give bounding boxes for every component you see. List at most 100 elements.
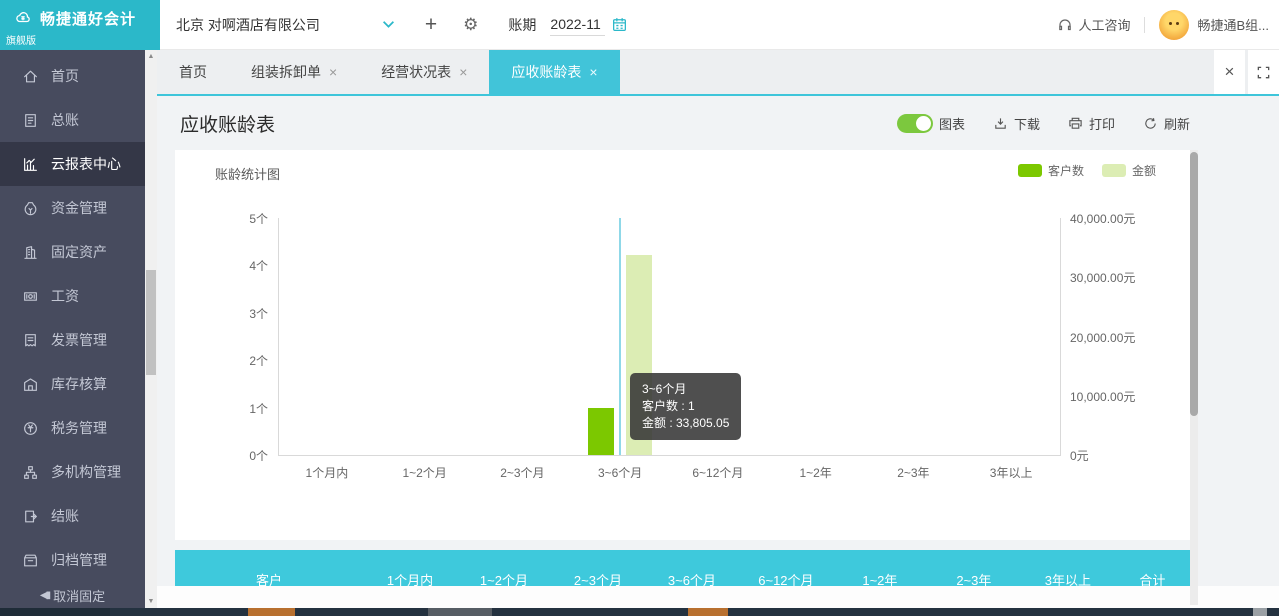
tab-bar: 首页 组装拆卸单 × 经营状况表 × 应收账龄表 × × [157, 50, 1279, 96]
add-button[interactable]: + [424, 13, 438, 36]
x-axis-tick: 1~2年 [799, 466, 832, 480]
table-header-cell: 3年以上 [1044, 573, 1091, 586]
sidebar-item-archive[interactable]: 归档管理 [0, 538, 145, 582]
sidebar-item-fixed-assets[interactable]: 固定资产 [0, 230, 145, 274]
print-button[interactable]: 打印 [1068, 114, 1115, 133]
taskbar-sliver [0, 608, 1279, 616]
taskbar-segment [428, 608, 492, 616]
toggle-switch[interactable] [896, 113, 933, 133]
calendar-icon[interactable] [611, 16, 628, 33]
main-scroll-thumb[interactable] [1190, 152, 1198, 416]
legend-label: 客户数 [1047, 164, 1084, 178]
sidebar-item-invoices[interactable]: 发票管理 [0, 318, 145, 362]
y-axis-right-tick: 30,000.00元 [1070, 271, 1136, 286]
sidebar-scroll-thumb[interactable] [146, 270, 156, 375]
unpin-button[interactable]: ◀▮ 取消固定 [0, 582, 145, 608]
y-axis-left-tick: 3个 [249, 306, 268, 321]
tab-operating-status[interactable]: 经营状况表 × [359, 50, 489, 94]
refresh-label: 刷新 [1163, 116, 1190, 132]
tax-icon [24, 421, 37, 435]
brand-name: 畅捷通好会计 [40, 10, 137, 28]
sidebar-item-multi-org[interactable]: 多机构管理 [0, 450, 145, 494]
table-header-cell: 2~3年 [956, 573, 992, 586]
chart-title: 账龄统计图 [215, 167, 281, 182]
tab-close-icon[interactable]: × [589, 64, 598, 80]
tooltip-row: 客户数 : 1 [642, 399, 695, 413]
company-name: 北京 对啊酒店有限公司 [176, 16, 320, 33]
fullscreen-button[interactable] [1248, 50, 1279, 94]
scroll-up-icon[interactable]: ▲ [147, 53, 155, 60]
sidebar-item-cloud-reports[interactable]: 云报表中心 [0, 142, 145, 186]
x-axis-tick: 6~12个月 [692, 466, 744, 480]
tab-home[interactable]: 首页 [157, 50, 229, 94]
report-icon [24, 157, 37, 171]
chart-card: 账龄统计图 客户数 金额 0个 1个 2个 3个 4个 5个 0元 10,000.00元 20,0… [175, 150, 1190, 540]
taskbar-segment [0, 608, 110, 616]
org-icon [24, 465, 37, 479]
y-axis-right-tick: 10,000.00元 [1070, 389, 1136, 404]
scroll-down-icon[interactable]: ▼ [147, 598, 155, 605]
sidebar-item-label: 税务管理 [51, 420, 107, 436]
y-axis-right-line [1060, 218, 1061, 455]
invoice-icon [25, 333, 36, 346]
sidebar-item-general-ledger[interactable]: 总账 [0, 98, 145, 142]
taskbar-segment [248, 608, 295, 616]
sidebar-item-funds[interactable]: 资金管理 [0, 186, 145, 230]
brand-logo: 畅捷通好会计 旗舰版 [0, 0, 160, 50]
sidebar-item-label: 首页 [51, 68, 79, 84]
sidebar-item-closing[interactable]: 结账 [0, 494, 145, 538]
sidebar-item-label: 资金管理 [51, 200, 107, 216]
topbar: 畅捷通好会计 旗舰版 北京 对啊酒店有限公司 + ⚙ 账期 2022-11 人工… [0, 0, 1279, 50]
headset-icon [1059, 18, 1072, 30]
unpin-label: 取消固定 [53, 588, 106, 604]
y-axis-left-tick: 2个 [249, 354, 268, 369]
y-axis-right-tick: 0元 [1070, 449, 1089, 463]
sidebar-item-label: 云报表中心 [51, 156, 121, 172]
x-axis-tick: 2~3年 [897, 466, 930, 480]
table-header-cell: 1~2年 [862, 573, 898, 586]
avatar[interactable] [1159, 9, 1190, 40]
main-scrollbar[interactable] [1190, 150, 1198, 605]
support-link[interactable]: 人工咨询 [1078, 18, 1131, 33]
x-axis-tick: 1个月内 [305, 466, 349, 480]
tabs: 首页 组装拆卸单 × 经营状况表 × 应收账龄表 × [157, 50, 620, 94]
legend-label: 金额 [1131, 164, 1156, 178]
tab-label: 首页 [179, 64, 207, 80]
refresh-button[interactable]: 刷新 [1143, 114, 1190, 133]
tab-close-icon[interactable]: × [459, 64, 468, 80]
tooltip-crosshair-line [619, 218, 622, 455]
print-icon [1069, 117, 1082, 129]
x-axis-tick: 2~3个月 [500, 466, 545, 480]
inventory-icon [24, 377, 37, 391]
download-label: 下载 [1013, 116, 1040, 132]
sidebar-item-inventory[interactable]: 库存核算 [0, 362, 145, 406]
chart-legend: 客户数 金额 [1017, 162, 1156, 179]
tab-receivable-aging[interactable]: 应收账龄表 × [489, 50, 620, 94]
period-value[interactable]: 2022-11 [550, 14, 605, 36]
gear-icon[interactable]: ⚙ [463, 15, 479, 34]
username[interactable]: 畅捷通B组... [1197, 18, 1269, 33]
chart-toggle[interactable]: 图表 [896, 113, 965, 133]
home-icon [24, 70, 37, 82]
tab-label: 组装拆卸单 [251, 64, 321, 80]
sidebar-item-label: 固定资产 [51, 244, 107, 260]
y-axis-left-tick: 5个 [249, 212, 268, 226]
tab-assembly[interactable]: 组装拆卸单 × [229, 50, 359, 94]
sidebar-scrollbar[interactable]: ▲ ▼ [145, 50, 157, 608]
bar-customer-count[interactable] [588, 407, 615, 455]
download-button[interactable]: 下载 [993, 114, 1040, 133]
legend-item[interactable]: 金额 [1101, 162, 1156, 179]
table-header-cell: 1个月内 [386, 573, 434, 586]
tooltip-rows: 客户数 : 1 金额 : 33,805.05 [642, 398, 729, 432]
sidebar-item-home[interactable]: 首页 [0, 54, 145, 98]
chevron-down-icon[interactable] [382, 20, 395, 29]
y-axis-left-tick: 0个 [249, 449, 268, 463]
sidebar-item-payroll[interactable]: 工资 [0, 274, 145, 318]
table-body-strip [157, 586, 1279, 608]
table-header-cell: 合计 [1139, 573, 1166, 586]
tab-close-icon[interactable]: × [329, 64, 338, 80]
close-all-tabs-button[interactable]: × [1214, 50, 1245, 94]
sidebar-item-tax[interactable]: 税务管理 [0, 406, 145, 450]
legend-item[interactable]: 客户数 [1017, 162, 1084, 179]
